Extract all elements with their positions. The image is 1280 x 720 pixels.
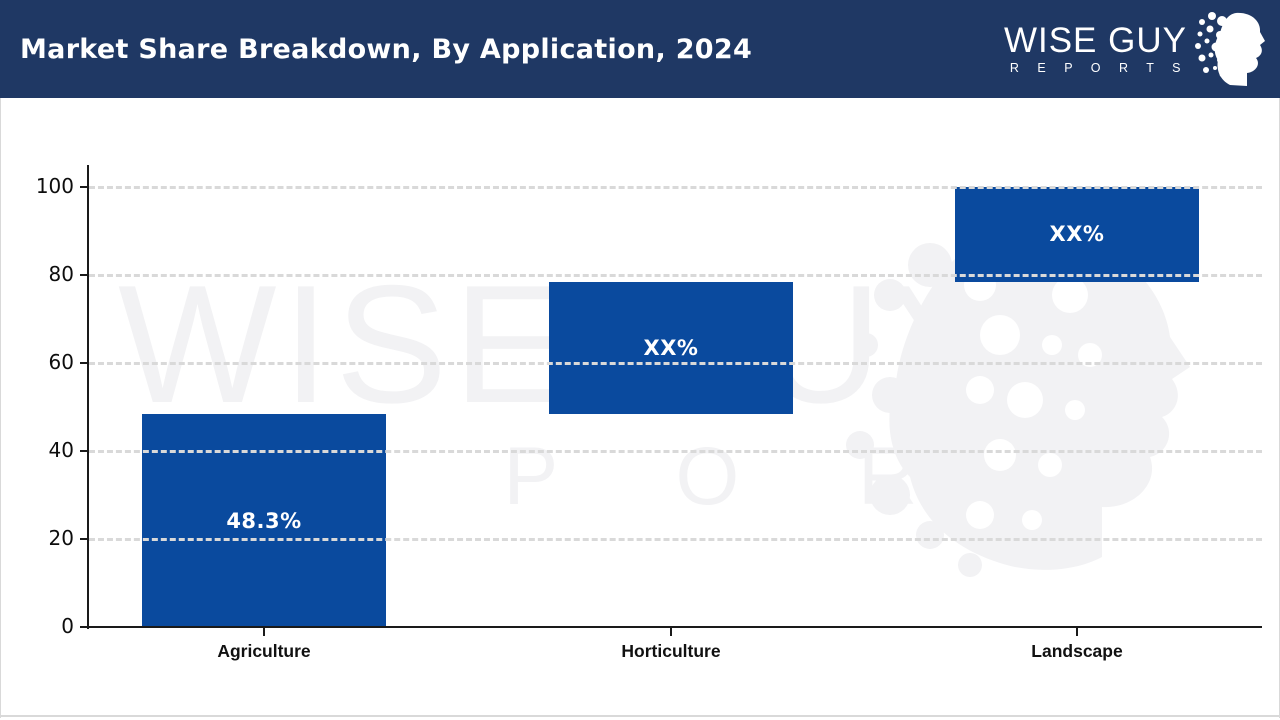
dotted-head-icon	[1195, 12, 1265, 86]
x-category-label-landscape: Landscape	[1031, 641, 1123, 661]
brand-subtitle: R E P O R T S	[1009, 61, 1188, 76]
gridline	[89, 186, 1262, 189]
chart-area: 48.3% XX% XX% 0 20 40 60 80 100 Agriculture Hortic…	[0, 98, 1280, 712]
bar-landscape: XX%	[955, 187, 1199, 282]
bottom-border-line	[0, 715, 1280, 717]
x-category-label-horticulture: Horticulture	[621, 641, 721, 661]
y-tick-mark	[80, 362, 89, 364]
gridline	[89, 538, 1262, 541]
y-tick-label: 40	[48, 438, 74, 462]
header-bar: Market Share Breakdown, By Application, …	[0, 0, 1280, 98]
bar-value-label: 48.3%	[226, 508, 302, 533]
page-title: Market Share Breakdown, By Application, …	[20, 33, 753, 65]
y-tick-mark	[80, 538, 89, 540]
y-tick-mark	[80, 186, 89, 188]
bar-value-label: XX%	[1049, 222, 1105, 247]
x-axis-line	[87, 626, 1262, 628]
y-axis-line	[87, 165, 89, 629]
bar-agriculture: 48.3%	[142, 414, 386, 627]
y-tick-label: 100	[35, 174, 74, 198]
left-border-line	[0, 98, 1, 718]
gridline	[89, 362, 1262, 365]
gridline	[89, 450, 1262, 453]
y-tick-mark	[80, 626, 89, 628]
y-tick-mark	[80, 450, 89, 452]
brand-logo-text: WISE GUY R E P O R T S	[1003, 23, 1188, 75]
brand-name: WISE GUY	[1003, 21, 1187, 61]
bar-value-label: XX%	[643, 336, 699, 361]
y-tick-label: 0	[61, 614, 74, 638]
x-tick-mark	[1076, 628, 1078, 636]
x-tick-mark	[263, 628, 265, 636]
y-tick-label: 20	[48, 526, 74, 550]
x-category-label-agriculture: Agriculture	[217, 641, 311, 661]
y-tick-label: 60	[48, 350, 74, 374]
y-tick-label: 80	[48, 262, 74, 286]
brand-logo: WISE GUY R E P O R T S	[1003, 8, 1266, 90]
bar-horticulture: XX%	[549, 281, 793, 415]
y-tick-mark	[80, 274, 89, 276]
x-tick-mark	[670, 628, 672, 636]
gridline	[89, 274, 1262, 277]
